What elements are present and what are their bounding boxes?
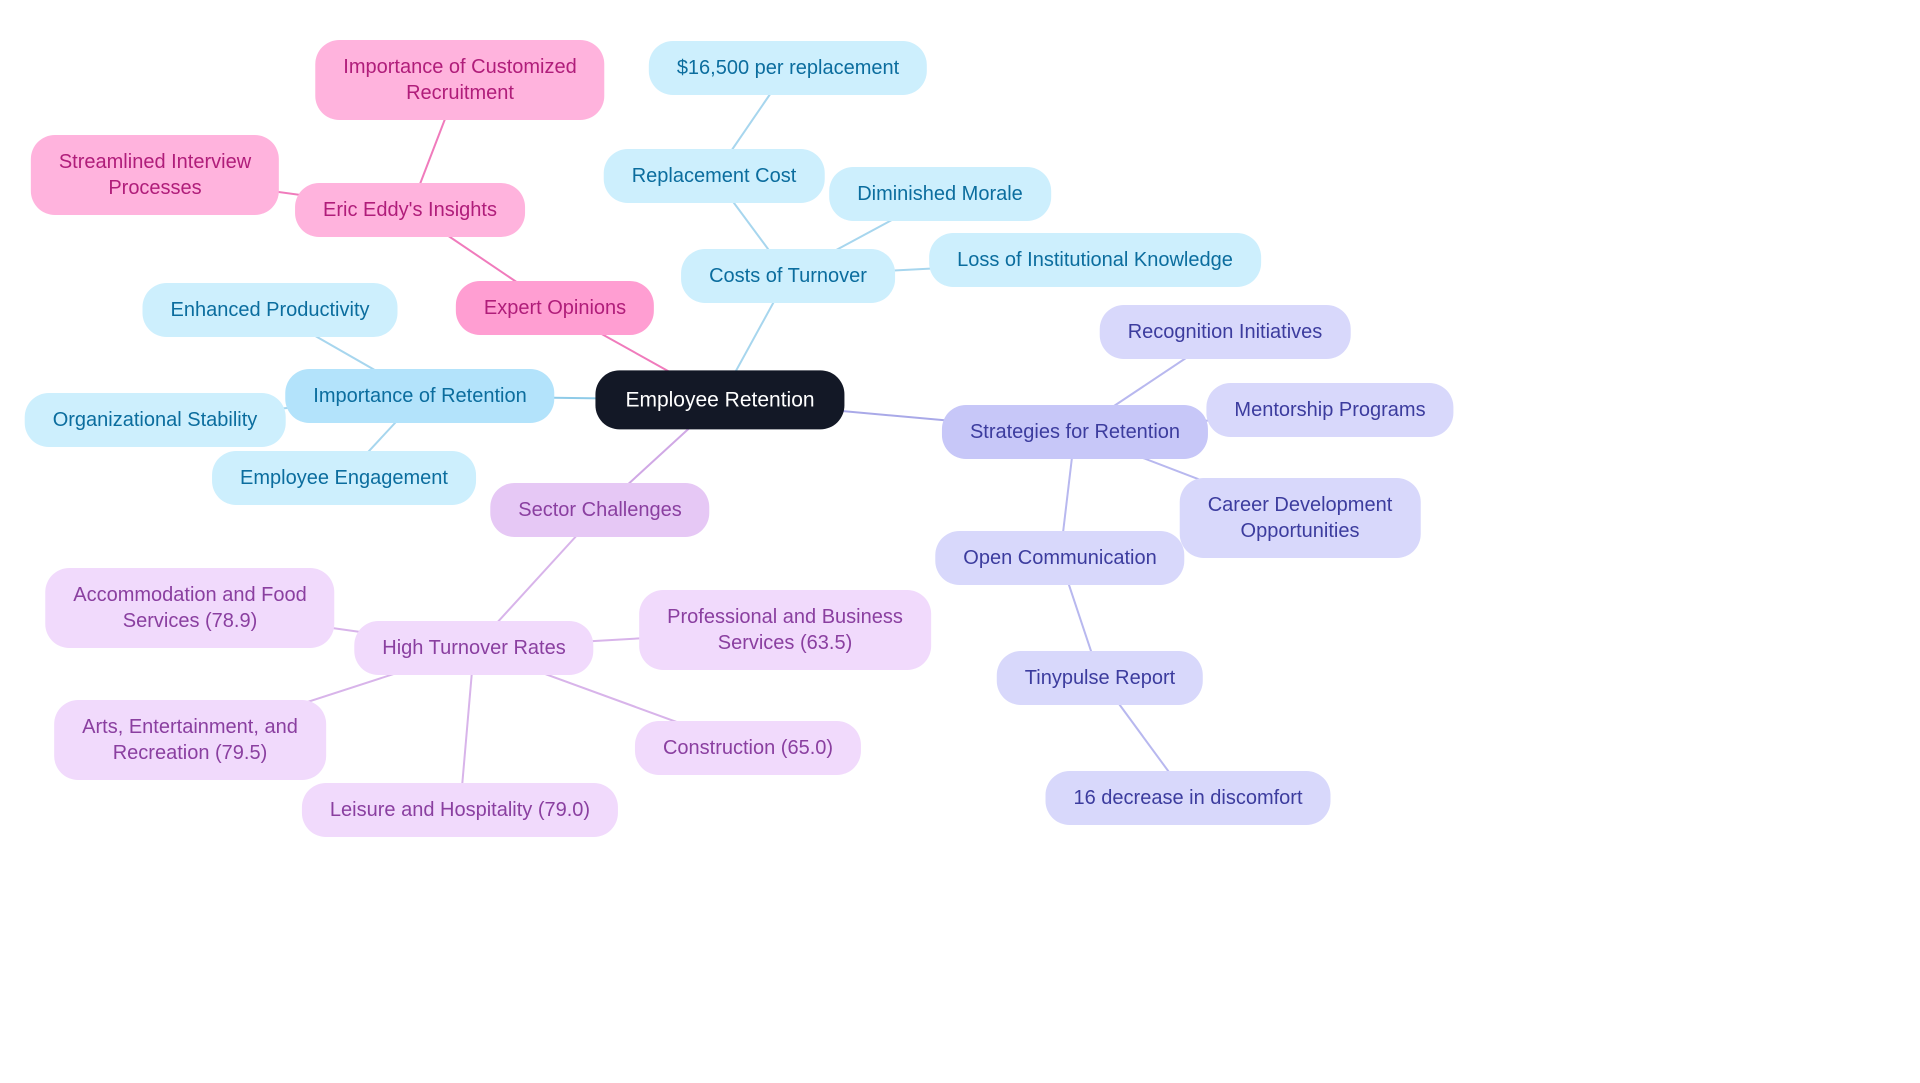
node-constr: Construction (65.0) [635, 721, 861, 775]
node-accom: Accommodation and Food Services (78.9) [45, 568, 334, 648]
node-interview: Streamlined Interview Processes [31, 135, 279, 215]
node-recruit: Importance of Customized Recruitment [315, 40, 604, 120]
node-replnum: $16,500 per replacement [649, 41, 927, 95]
node-arts: Arts, Entertainment, and Recreation (79.… [54, 700, 326, 780]
node-expert: Expert Opinions [456, 281, 654, 335]
root-node: Employee Retention [595, 370, 844, 429]
node-stab: Organizational Stability [25, 393, 286, 447]
node-leisure: Leisure and Hospitality (79.0) [302, 783, 618, 837]
node-turnover: High Turnover Rates [354, 621, 593, 675]
node-recog: Recognition Initiatives [1100, 305, 1351, 359]
node-knowledge: Loss of Institutional Knowledge [929, 233, 1261, 287]
node-career: Career Development Opportunities [1180, 478, 1421, 558]
node-replcost: Replacement Cost [604, 149, 825, 203]
node-tiny: Tinypulse Report [997, 651, 1203, 705]
node-prod: Enhanced Productivity [142, 283, 397, 337]
node-sector: Sector Challenges [490, 483, 709, 537]
node-engage: Employee Engagement [212, 451, 476, 505]
node-mentor: Mentorship Programs [1206, 383, 1453, 437]
node-costs: Costs of Turnover [681, 249, 895, 303]
mindmap-canvas: Employee Retention Expert Opinions Eric Ed… [0, 0, 1920, 1083]
node-morale: Diminished Morale [829, 167, 1051, 221]
node-opencomm: Open Communication [935, 531, 1184, 585]
node-profbiz: Professional and Business Services (63.5… [639, 590, 931, 670]
node-decrease: 16 decrease in discomfort [1045, 771, 1330, 825]
node-imp: Importance of Retention [285, 369, 554, 423]
node-eddy: Eric Eddy's Insights [295, 183, 525, 237]
node-strat: Strategies for Retention [942, 405, 1208, 459]
